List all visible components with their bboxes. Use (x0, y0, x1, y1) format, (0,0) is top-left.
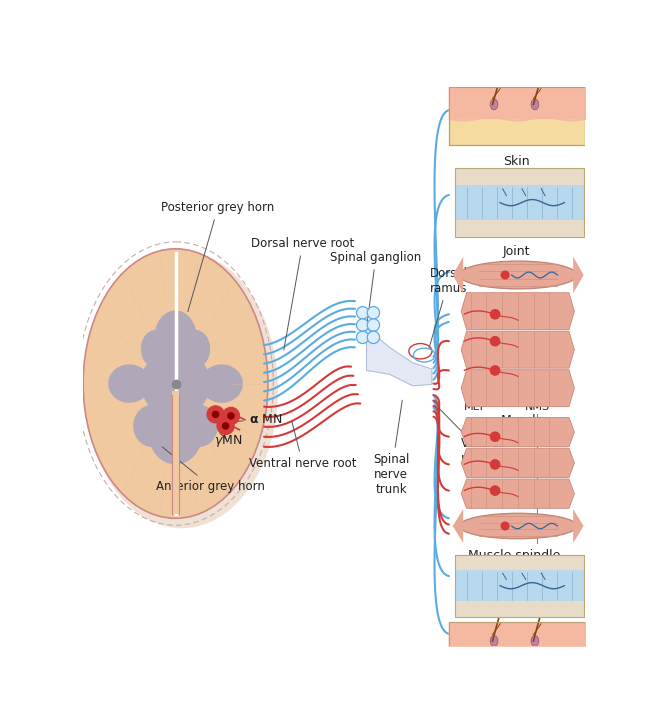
Ellipse shape (490, 635, 498, 646)
Ellipse shape (108, 364, 151, 403)
Polygon shape (452, 509, 463, 543)
Text: $\bf{\alpha}$ MN: $\bf{\alpha}$ MN (228, 413, 282, 426)
FancyBboxPatch shape (449, 622, 585, 656)
Circle shape (213, 412, 218, 417)
Ellipse shape (459, 261, 577, 289)
Polygon shape (461, 293, 574, 330)
Circle shape (367, 319, 379, 331)
Text: Spinal ganglion: Spinal ganglion (330, 251, 421, 325)
Circle shape (501, 522, 509, 530)
Polygon shape (452, 256, 463, 293)
Circle shape (490, 366, 499, 375)
Circle shape (207, 406, 224, 423)
FancyBboxPatch shape (449, 622, 585, 685)
Ellipse shape (531, 635, 539, 646)
Ellipse shape (85, 251, 278, 529)
Text: Ventral nerve root: Ventral nerve root (249, 421, 357, 470)
Ellipse shape (179, 330, 210, 368)
FancyBboxPatch shape (171, 391, 179, 515)
FancyBboxPatch shape (449, 87, 585, 145)
Circle shape (357, 306, 369, 319)
Polygon shape (461, 370, 574, 407)
Text: Ventral
ramus: Ventral ramus (439, 409, 503, 465)
Text: Joint: Joint (503, 624, 530, 637)
Circle shape (490, 337, 499, 346)
Text: Joint: Joint (503, 245, 530, 258)
Text: Posterior grey horn: Posterior grey horn (161, 201, 274, 311)
Circle shape (490, 460, 499, 469)
FancyBboxPatch shape (455, 220, 584, 237)
Polygon shape (461, 448, 574, 478)
Text: Spinal
nerve
trunk: Spinal nerve trunk (373, 400, 409, 496)
Text: Skin: Skin (503, 155, 530, 168)
FancyBboxPatch shape (455, 168, 584, 185)
Text: Muscle spindle: Muscle spindle (468, 549, 561, 562)
Text: Skin: Skin (503, 633, 530, 646)
Ellipse shape (133, 405, 171, 447)
FancyBboxPatch shape (455, 555, 584, 570)
Circle shape (357, 319, 369, 331)
Circle shape (490, 310, 499, 319)
Text: NMS: NMS (525, 402, 550, 412)
Text: Muscle: Muscle (500, 415, 544, 428)
Circle shape (222, 407, 239, 425)
Ellipse shape (531, 99, 539, 110)
Circle shape (222, 423, 229, 429)
FancyBboxPatch shape (455, 185, 584, 220)
Text: Dorsal
ramus: Dorsal ramus (429, 267, 467, 348)
Text: Anterior grey horn: Anterior grey horn (156, 447, 265, 493)
Polygon shape (573, 509, 584, 543)
FancyBboxPatch shape (455, 570, 584, 601)
Ellipse shape (141, 330, 171, 368)
Polygon shape (461, 331, 574, 368)
Text: Dorsal nerve root: Dorsal nerve root (251, 237, 354, 350)
Ellipse shape (201, 364, 243, 403)
Circle shape (367, 331, 379, 343)
Ellipse shape (83, 249, 268, 518)
Ellipse shape (459, 513, 577, 539)
Text: $\gamma$MN: $\gamma$MN (214, 433, 243, 449)
Ellipse shape (179, 405, 218, 447)
Circle shape (217, 417, 234, 434)
Circle shape (501, 271, 509, 279)
Text: MEP: MEP (464, 402, 488, 412)
Circle shape (490, 432, 499, 441)
Polygon shape (573, 256, 584, 293)
FancyBboxPatch shape (449, 87, 585, 119)
Ellipse shape (149, 403, 203, 465)
Ellipse shape (155, 311, 197, 364)
Circle shape (367, 306, 379, 319)
FancyBboxPatch shape (455, 601, 584, 617)
Circle shape (490, 486, 499, 495)
Circle shape (228, 413, 234, 419)
Polygon shape (461, 417, 574, 446)
Ellipse shape (141, 349, 210, 418)
Polygon shape (366, 328, 432, 386)
Ellipse shape (490, 99, 498, 110)
Polygon shape (461, 479, 574, 508)
Circle shape (357, 331, 369, 343)
